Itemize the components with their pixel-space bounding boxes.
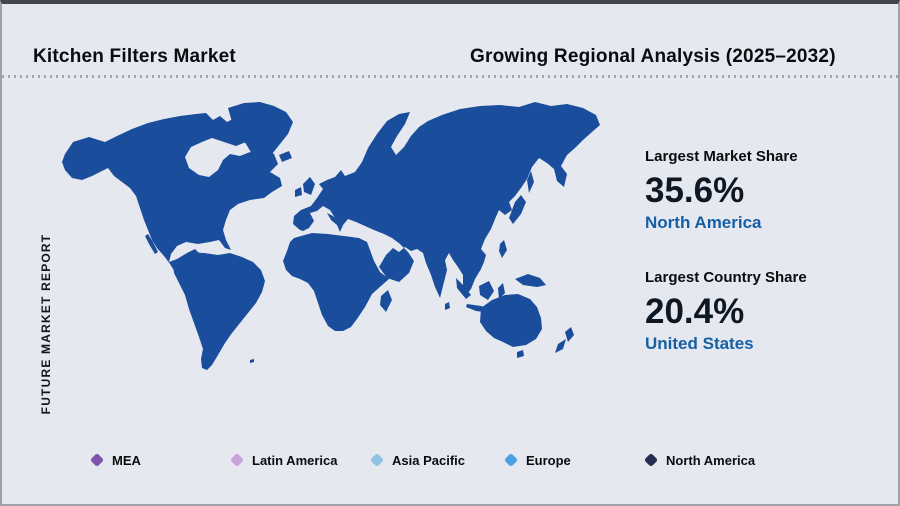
dotted-divider <box>2 75 898 78</box>
page-title: Kitchen Filters Market <box>33 46 236 67</box>
island-sumatra <box>456 278 471 299</box>
island-philippines <box>499 240 507 258</box>
continent-eurasia <box>293 102 600 298</box>
north-america-diamond-icon <box>643 452 659 468</box>
island-sakhalin <box>527 171 534 193</box>
largest-country-share-label: Largest Country Share <box>645 269 807 286</box>
island-madagascar <box>380 290 392 312</box>
largest-market-share-label: Largest Market Share <box>645 148 798 165</box>
island-greenland <box>228 102 293 160</box>
legend-label: Europe <box>526 452 571 468</box>
legend-label: MEA <box>112 452 141 468</box>
continent-north-america <box>62 113 282 273</box>
legend-label: North America <box>666 452 756 468</box>
legend-item-europe: Europe <box>503 451 571 469</box>
island-falkland <box>250 359 254 363</box>
island-japan <box>509 195 526 224</box>
island-sulawesi <box>498 283 505 299</box>
brand-watermark: FUTURE MARKET REPORT <box>39 233 53 415</box>
island-iceland <box>279 151 292 162</box>
continents <box>62 102 600 370</box>
largest-country-share-region: United States <box>645 334 754 353</box>
legend-label: Asia Pacific <box>392 452 465 468</box>
continent-south-america <box>173 253 265 370</box>
island-sri-lanka <box>445 302 450 310</box>
legend-item-north-america: North America <box>643 451 756 469</box>
europe-diamond-icon <box>503 452 519 468</box>
legend-item-asia-pacific: Asia Pacific <box>369 451 465 469</box>
legend-label: Latin America <box>252 452 338 468</box>
island-ireland <box>295 187 302 197</box>
subtitle-analysis-range: Growing Regional Analysis (2025–2032) <box>470 46 836 67</box>
continent-africa <box>283 233 389 331</box>
island-new-guinea <box>515 274 546 287</box>
latin-america-diamond-icon <box>229 452 245 468</box>
island-great-britain <box>303 177 315 195</box>
legend-item-latin-america: Latin America <box>229 451 338 469</box>
mea-diamond-icon <box>89 452 105 468</box>
world-map <box>60 92 608 394</box>
island-tasmania <box>517 350 524 358</box>
region-baja <box>145 234 158 254</box>
island-borneo <box>479 281 494 300</box>
largest-market-share-value: 35.6% <box>645 171 745 210</box>
island-new-zealand-north <box>565 327 574 342</box>
island-new-zealand-south <box>555 339 566 353</box>
largest-market-share-region: North America <box>645 213 762 232</box>
world-map-svg <box>62 102 600 370</box>
asia-pacific-diamond-icon <box>369 452 385 468</box>
largest-country-share-value: 20.4% <box>645 292 745 331</box>
legend-item-mea: MEA <box>89 451 141 469</box>
continent-australia <box>480 294 542 347</box>
